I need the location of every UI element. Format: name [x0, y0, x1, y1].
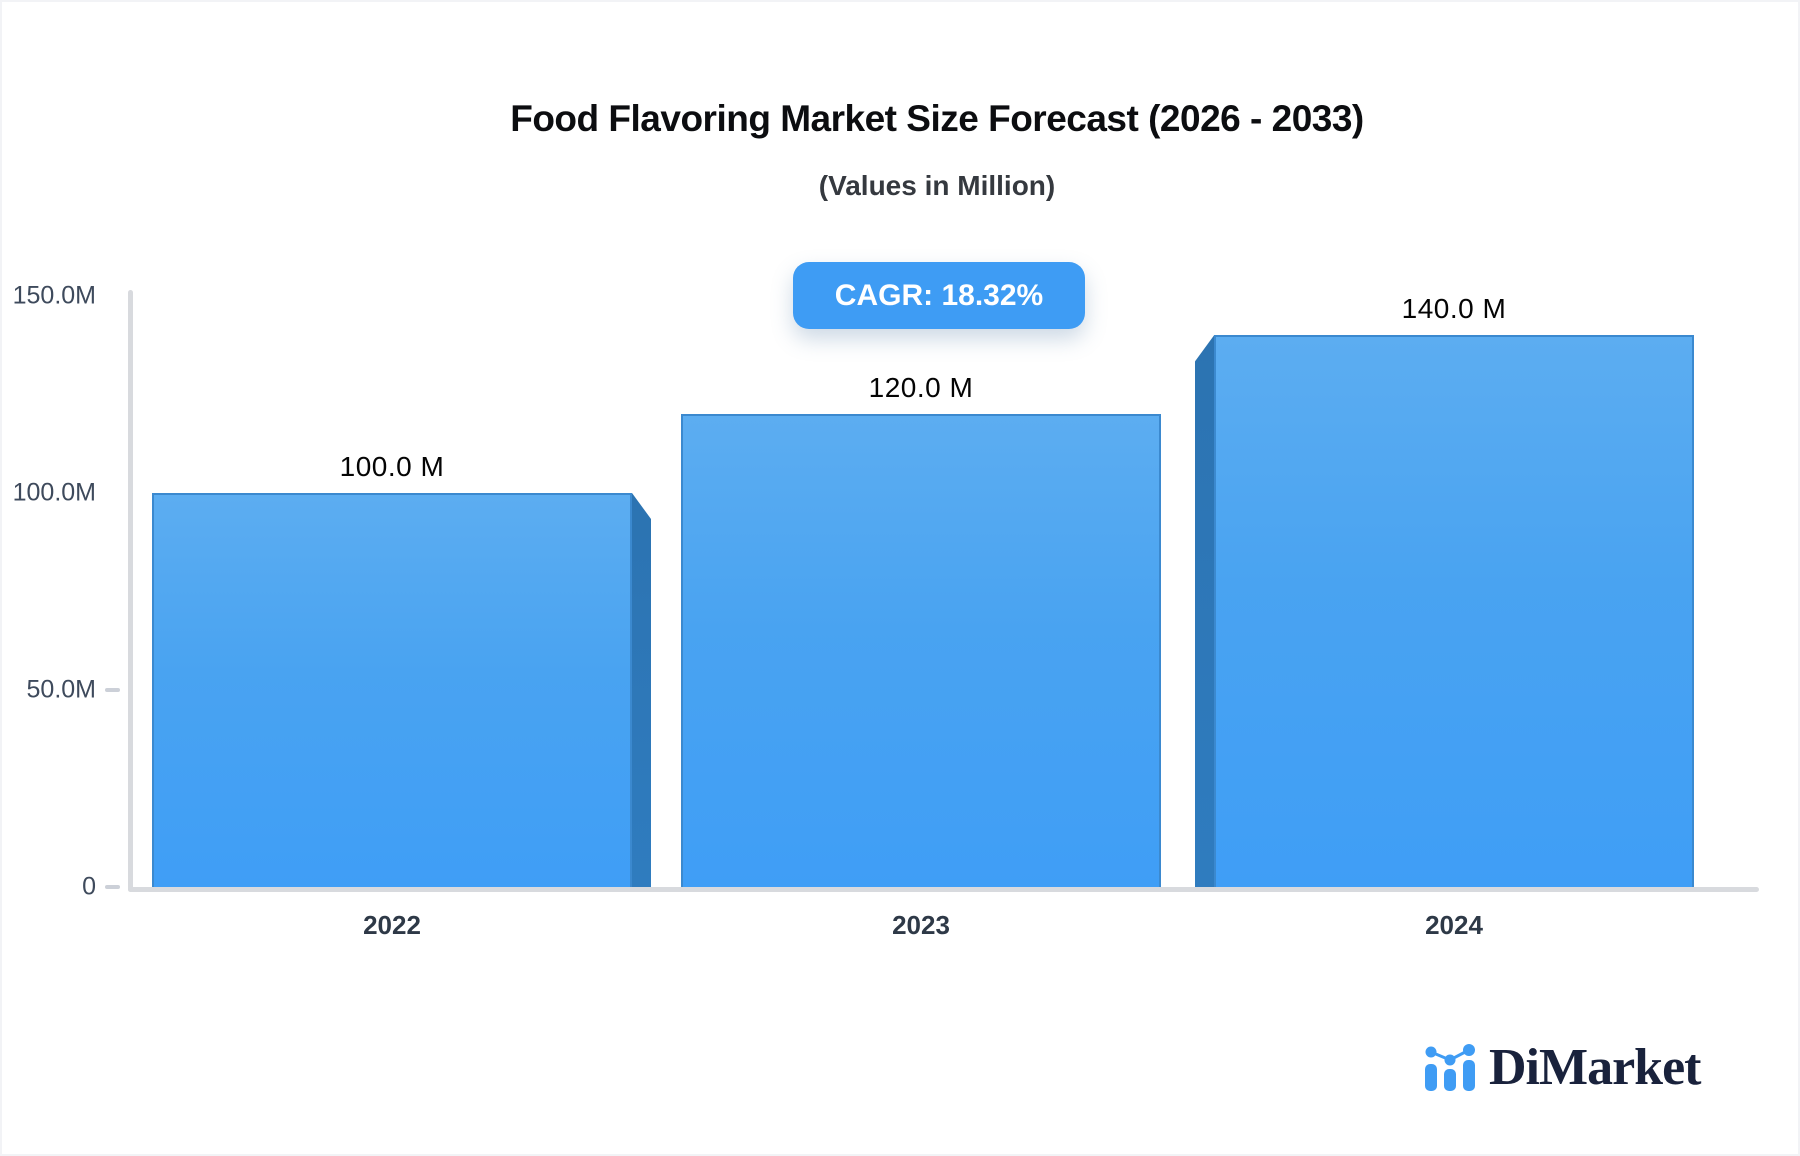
x-axis-line	[128, 887, 1759, 892]
bar-2024	[1214, 335, 1694, 887]
bar-2022-3d-side	[632, 493, 651, 887]
y-tick-dash	[105, 688, 120, 692]
chart-subtitle: (Values in Million)	[818, 170, 1056, 201]
dimarket-logo: DiMarket	[1424, 1039, 1701, 1096]
y-tick-label: 100.0M	[12, 478, 96, 507]
chart-title: Food Flavoring Market Size Forecast (202…	[510, 98, 1364, 139]
y-tick-label: 0	[82, 872, 96, 901]
bar-2023	[681, 414, 1161, 887]
bar-2022	[152, 493, 632, 887]
bar-2024-3d-side	[1195, 335, 1214, 887]
mini-bar-line-chart-icon	[1425, 1044, 1475, 1091]
bar-value-label: 140.0 M	[1401, 293, 1507, 325]
bar-value-label: 120.0 M	[868, 372, 974, 404]
y-axis-line	[128, 290, 133, 892]
x-category-label: 2023	[892, 910, 950, 940]
x-category-label: 2022	[363, 910, 421, 940]
cagr-badge: CAGR: 18.32%	[793, 262, 1085, 329]
logo-text: DiMarket	[1489, 1039, 1701, 1096]
bar-value-label: 100.0 M	[339, 451, 445, 482]
y-tick-dash	[105, 885, 120, 889]
x-category-label: 2024	[1425, 910, 1483, 940]
y-tick-label: 150.0M	[12, 281, 96, 310]
y-tick-label: 50.0M	[26, 675, 96, 704]
